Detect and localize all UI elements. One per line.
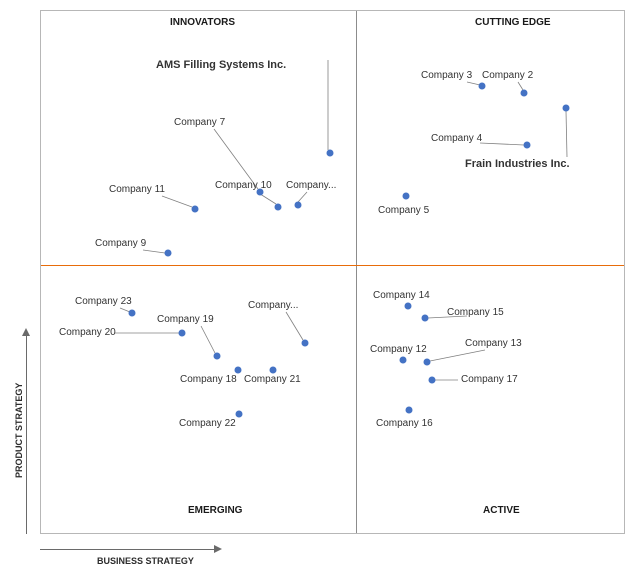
point-label-c13: Company 13 bbox=[465, 338, 522, 349]
point-c19 bbox=[214, 353, 221, 360]
point-label-c9: Company 9 bbox=[95, 238, 146, 249]
point-c10 bbox=[275, 204, 282, 211]
point-label-c21: Company 21 bbox=[244, 374, 301, 385]
point-c18 bbox=[235, 367, 242, 374]
point-ams bbox=[327, 150, 334, 157]
point-label-c10: Company 10 bbox=[215, 180, 272, 191]
point-c16 bbox=[406, 407, 413, 414]
point-c20 bbox=[179, 330, 186, 337]
point-label-c3: Company 3 bbox=[421, 70, 472, 81]
point-label-c18: Company 18 bbox=[180, 374, 237, 385]
point-c3 bbox=[479, 83, 486, 90]
point-frain bbox=[563, 105, 570, 112]
point-c4 bbox=[524, 142, 531, 149]
point-label-c11: Company 11 bbox=[109, 184, 165, 195]
point-label-c12: Company 12 bbox=[370, 344, 427, 355]
divider-vertical bbox=[356, 11, 357, 533]
point-c22 bbox=[236, 411, 243, 418]
point-label-c2: Company 2 bbox=[482, 70, 533, 81]
point-c12 bbox=[400, 357, 407, 364]
point-label-c15: Company 15 bbox=[447, 307, 504, 318]
point-label-frain: Frain Industries Inc. bbox=[465, 158, 570, 170]
quadrant-title-bl: EMERGING bbox=[188, 505, 242, 516]
point-label-c4: Company 4 bbox=[431, 133, 482, 144]
quadrant-title-tr: CUTTING EDGE bbox=[475, 17, 551, 28]
point-label-c16: Company 16 bbox=[376, 418, 433, 429]
quadrant-title-br: ACTIVE bbox=[483, 505, 520, 516]
point-label-c23: Company 23 bbox=[75, 296, 132, 307]
point-c21 bbox=[270, 367, 277, 374]
point-c13 bbox=[424, 359, 431, 366]
x-axis-label: BUSINESS STRATEGY bbox=[97, 556, 194, 566]
quadrant-title-tl: INNOVATORS bbox=[170, 17, 235, 28]
point-label-c7: Company 7 bbox=[174, 117, 225, 128]
point-label-c22: Company 22 bbox=[179, 418, 236, 429]
x-axis-arrow bbox=[40, 545, 222, 553]
point-c_trunc1 bbox=[295, 202, 302, 209]
plot-area bbox=[40, 10, 625, 534]
point-c9 bbox=[165, 250, 172, 257]
y-axis-label: PRODUCT STRATEGY bbox=[14, 383, 24, 478]
point-c14 bbox=[405, 303, 412, 310]
point-c_trunc2 bbox=[302, 340, 309, 347]
point-c11 bbox=[192, 206, 199, 213]
point-label-ams: AMS Filling Systems Inc. bbox=[156, 59, 286, 71]
point-c23 bbox=[129, 310, 136, 317]
point-label-c14: Company 14 bbox=[373, 290, 430, 301]
divider-horizontal bbox=[41, 265, 624, 266]
point-c15 bbox=[422, 315, 429, 322]
point-label-c_trunc2: Company... bbox=[248, 300, 298, 311]
point-label-c17: Company 17 bbox=[461, 374, 518, 385]
point-label-c20: Company 20 bbox=[59, 327, 116, 338]
point-label-c5: Company 5 bbox=[378, 205, 429, 216]
point-c17 bbox=[429, 377, 436, 384]
point-label-c19: Company 19 bbox=[157, 314, 214, 325]
point-c5 bbox=[403, 193, 410, 200]
point-label-c_trunc1: Company... bbox=[286, 180, 336, 191]
point-c2 bbox=[521, 90, 528, 97]
quadrant-chart: INNOVATORS CUTTING EDGE EMERGING ACTIVE BUSI… bbox=[0, 0, 641, 571]
